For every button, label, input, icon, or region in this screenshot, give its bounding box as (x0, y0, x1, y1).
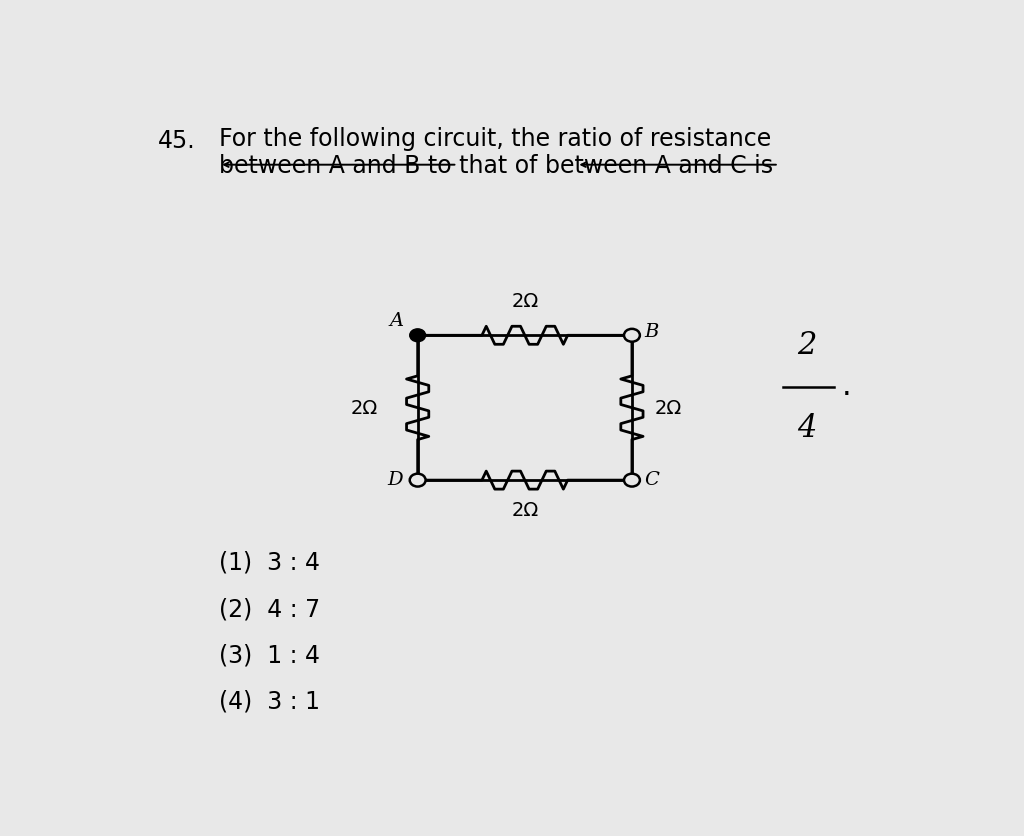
Text: .: . (842, 372, 851, 401)
Text: (1)  3 : 4: (1) 3 : 4 (219, 551, 321, 575)
Text: 2: 2 (797, 330, 816, 361)
Text: (2)  4 : 7: (2) 4 : 7 (219, 597, 321, 621)
Text: 2Ω: 2Ω (351, 399, 378, 417)
Text: 2Ω: 2Ω (654, 399, 681, 417)
Text: 2Ω: 2Ω (511, 501, 539, 520)
Text: (3)  1 : 4: (3) 1 : 4 (219, 644, 321, 668)
Text: (4)  3 : 1: (4) 3 : 1 (219, 690, 321, 714)
Text: For the following circuit, the ratio of resistance: For the following circuit, the ratio of … (219, 127, 771, 151)
Text: between A and B to that of between A and C is: between A and B to that of between A and… (219, 155, 773, 178)
Text: 45.: 45. (158, 130, 196, 153)
Circle shape (624, 329, 640, 342)
Text: 4: 4 (797, 412, 816, 444)
Text: D: D (388, 472, 403, 489)
Circle shape (624, 474, 640, 487)
Text: B: B (645, 323, 659, 341)
Circle shape (410, 329, 426, 342)
Text: C: C (645, 472, 659, 489)
Text: A: A (389, 312, 403, 330)
Text: 2Ω: 2Ω (511, 293, 539, 312)
Circle shape (410, 474, 426, 487)
